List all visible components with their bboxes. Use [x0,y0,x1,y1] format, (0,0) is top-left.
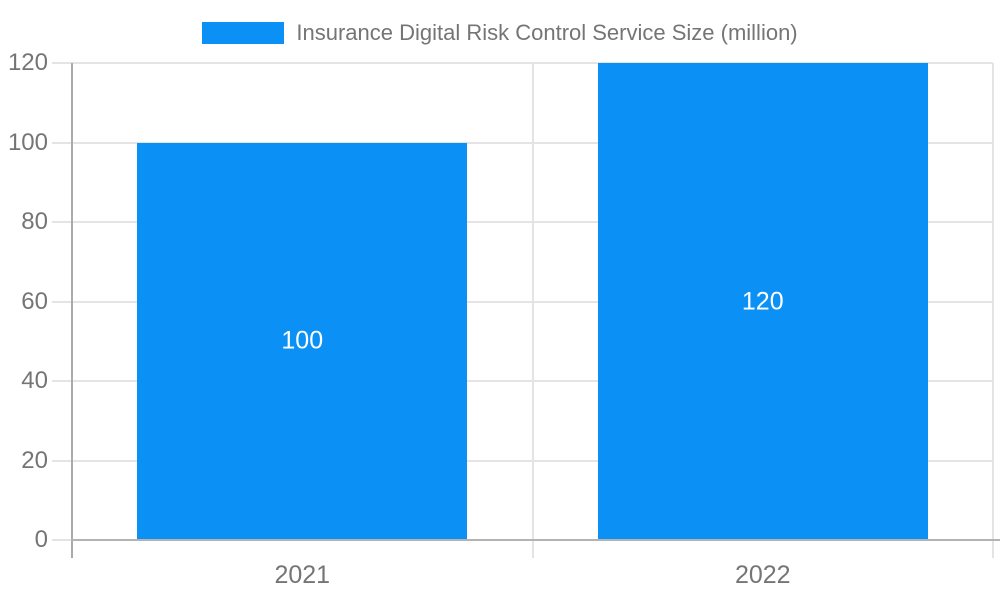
bar-value-label: 120 [741,287,784,315]
x-axis-baseline [71,539,1000,541]
legend-swatch [202,22,285,44]
category-gridline [992,63,994,558]
category-gridline [531,63,534,558]
y-tick-label: 60 [21,287,48,315]
y-tick-label: 80 [21,208,48,235]
legend-item[interactable]: Insurance Digital Risk Control Service S… [0,20,1000,46]
bar-2021[interactable]: 100 [137,142,468,540]
y-tick-label: 120 [7,49,48,76]
y-tick-label: 0 [34,526,48,553]
y-tick-label: 40 [21,367,48,394]
y-gridline [52,221,993,223]
y-gridline [52,62,993,64]
y-gridline [52,300,993,303]
y-axis-line [71,63,73,558]
y-gridline [52,380,993,382]
legend-label: Insurance Digital Risk Control Service S… [296,20,798,45]
bar-2022[interactable]: 120 [597,63,928,540]
bar-value-label: 100 [281,326,324,355]
y-gridline [52,459,993,462]
y-gridline [52,141,993,144]
y-tick-label: 20 [21,446,48,474]
x-tick-label-2022: 2022 [734,561,791,589]
x-tick-label-2021: 2021 [274,561,331,589]
y-tick-label: 100 [7,128,48,156]
